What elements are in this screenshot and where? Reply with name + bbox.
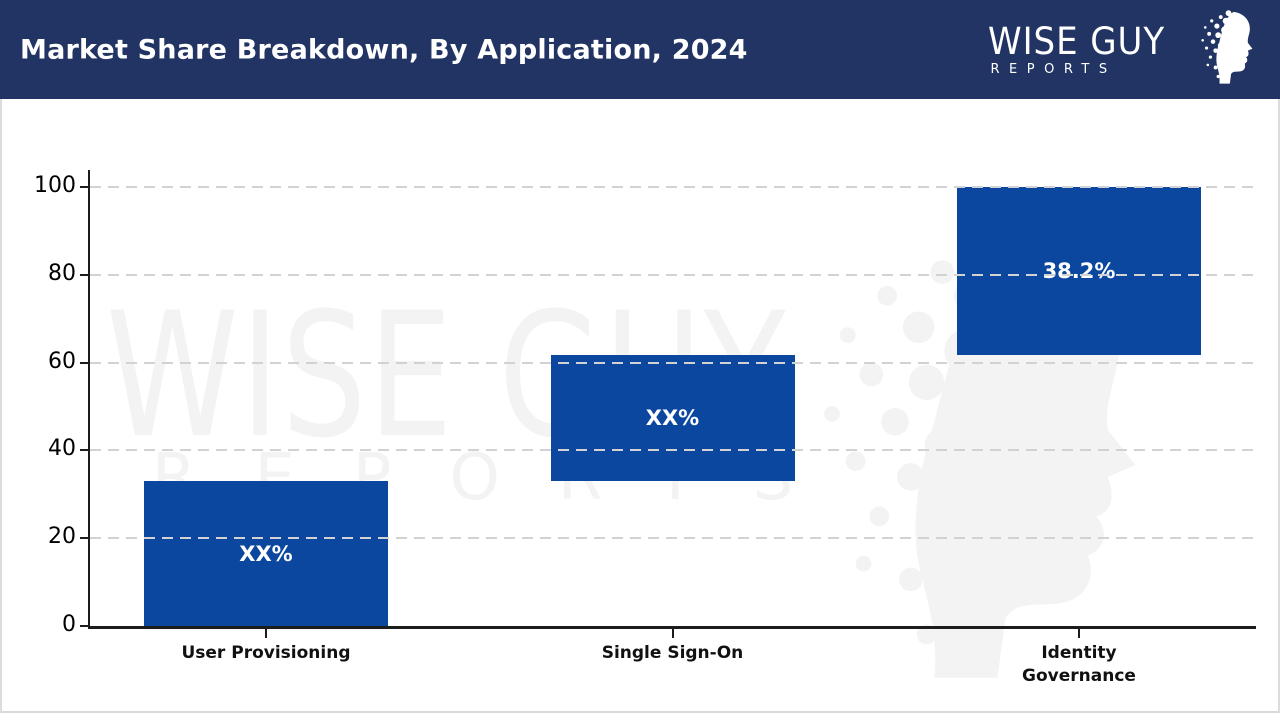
x-tick	[671, 629, 674, 638]
y-tick-label: 40	[48, 436, 76, 462]
logo-text: WISE GUY REPORTS	[987, 19, 1180, 78]
y-tick	[80, 361, 89, 364]
y-tick-label: 100	[34, 173, 76, 198]
y-tick-label: 0	[62, 612, 76, 637]
gridline	[90, 449, 1255, 452]
header: Market Share Breakdown, By Application, …	[0, 0, 1280, 99]
logo-head-icon	[1201, 10, 1253, 84]
x-tick	[1078, 629, 1080, 638]
bar-segment: XX%	[144, 481, 388, 626]
brand-logo: WISE GUY REPORTS	[988, 6, 1266, 94]
category-label: User Provisioning	[181, 643, 351, 663]
chart-area: WISE GUY REPORTS 0	[0, 99, 1280, 713]
page-title: Market Share Breakdown, By Application, …	[20, 34, 748, 65]
bar-value-label: 38.2%	[1042, 258, 1116, 283]
logo-subtext: REPORTS	[990, 62, 1117, 78]
gridline	[90, 273, 1255, 276]
bar-segment: 38.2%	[957, 187, 1201, 355]
gridline	[90, 361, 1255, 364]
bar-value-label: XX%	[239, 541, 293, 566]
y-tick-label: 20	[48, 524, 76, 550]
logo-wordmark: WISE GUY	[987, 19, 1165, 63]
y-tick-label: 80	[48, 260, 76, 286]
y-tick	[80, 186, 89, 188]
y-tick-label: 60	[48, 348, 76, 374]
bar-value-label: XX%	[645, 405, 700, 430]
y-tick	[80, 537, 89, 540]
y-axis-line	[88, 170, 90, 629]
x-tick	[265, 629, 267, 638]
category-label: Single Sign-On	[601, 643, 744, 663]
y-tick	[80, 449, 89, 452]
y-tick	[80, 625, 89, 627]
y-tick	[80, 273, 89, 276]
gridline	[90, 186, 1255, 188]
category-label: Identity Governance	[1022, 643, 1136, 686]
x-axis-line	[89, 626, 1256, 629]
plot: 0 20 40 60 80 100 XX% XX% 38.2% User Provisioning…	[2, 99, 1278, 711]
bar-segment: XX%	[550, 354, 795, 482]
gridline	[90, 537, 1255, 540]
